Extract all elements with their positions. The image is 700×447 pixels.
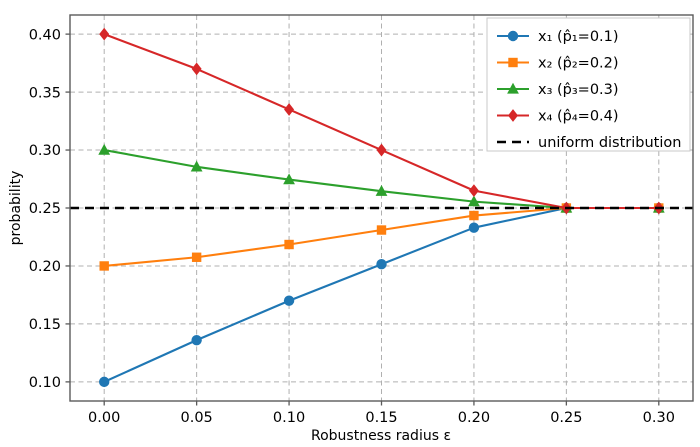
data-point-marker-triangle bbox=[283, 173, 295, 185]
data-point-marker-square bbox=[191, 252, 202, 262]
data-point-marker-diamond bbox=[191, 62, 202, 76]
x-tick-label: 0.05 bbox=[180, 410, 212, 426]
data-point-marker-triangle bbox=[375, 184, 388, 196]
data-point-marker-square bbox=[469, 210, 479, 221]
legend-label: x₄ (p̂₄=0.4) bbox=[538, 109, 619, 125]
tick-marks bbox=[65, 33, 660, 406]
y-tick-label: 0.30 bbox=[29, 143, 61, 159]
legend-entry-5: uniform distribution bbox=[497, 135, 681, 151]
legend-entry-3: x₃ (p̂₃=0.3) bbox=[497, 82, 619, 98]
data-point-marker-circle bbox=[507, 30, 519, 42]
legend-box bbox=[486, 17, 691, 152]
legend-label: x₃ (p̂₃=0.3) bbox=[538, 82, 619, 98]
y-tick-label: 0.25 bbox=[29, 201, 61, 217]
plot-frame bbox=[69, 14, 694, 402]
legend-entries: x₁ (p̂₁=0.1) x₂ (p̂₂=0.2) x₃ (p̂₃=0.3) x₄ (… bbox=[497, 29, 681, 151]
x-tick-label: 0.25 bbox=[550, 410, 582, 426]
y-tick-label: 0.35 bbox=[29, 85, 61, 101]
y-axis-tick-labels: 0.10 0.15 0.20 0.25 0.30 0.35 0.40 bbox=[29, 27, 61, 391]
y-tick-label: 0.10 bbox=[29, 375, 61, 391]
x-axis-label: Robustness radius ε bbox=[311, 428, 451, 444]
x-tick-label: 0.20 bbox=[458, 410, 490, 426]
legend-entry-2: x₂ (p̂₂=0.2) bbox=[497, 56, 619, 72]
data-point-marker-circle bbox=[99, 376, 110, 388]
x-tick-label: 0.30 bbox=[643, 410, 675, 426]
x-tick-label: 0.15 bbox=[365, 410, 397, 426]
data-point-marker-triangle bbox=[98, 143, 111, 155]
x-tick-label: 0.10 bbox=[273, 410, 305, 426]
legend-entry-1: x₁ (p̂₁=0.1) bbox=[497, 29, 619, 45]
data-point-marker-triangle bbox=[507, 82, 519, 94]
data-point-marker-square bbox=[284, 239, 294, 250]
data-point-marker-triangle bbox=[468, 195, 480, 207]
data-point-marker-diamond bbox=[508, 109, 518, 122]
data-point-marker-diamond bbox=[468, 184, 479, 198]
y-axis-label: probability bbox=[8, 171, 24, 246]
legend-entry-4: x₄ (p̂₄=0.4) bbox=[497, 109, 619, 125]
legend-label: x₂ (p̂₂=0.2) bbox=[538, 56, 619, 72]
data-point-marker-diamond bbox=[376, 143, 387, 157]
data-point-marker-square bbox=[508, 57, 518, 68]
legend-label: uniform distribution bbox=[538, 135, 681, 151]
y-tick-label: 0.15 bbox=[29, 317, 61, 333]
x-tick-label: 0.00 bbox=[88, 410, 120, 426]
data-point-marker-circle bbox=[468, 222, 480, 233]
x-axis-tick-labels: 0.00 0.05 0.10 0.15 0.20 0.25 0.30 bbox=[88, 410, 675, 426]
data-point-marker-diamond bbox=[284, 103, 295, 116]
chart-legend: x₁ (p̂₁=0.1) x₂ (p̂₂=0.2) x₃ (p̂₃=0.3) x₄ (… bbox=[486, 17, 691, 152]
data-point-marker-diamond bbox=[99, 27, 110, 41]
data-point-marker-circle bbox=[376, 259, 387, 270]
data-point-marker-square bbox=[376, 225, 387, 235]
data-point-marker-circle bbox=[191, 334, 202, 346]
y-tick-label: 0.40 bbox=[29, 27, 61, 43]
data-point-marker-square bbox=[99, 261, 109, 271]
y-tick-label: 0.20 bbox=[29, 259, 61, 275]
data-point-marker-triangle bbox=[190, 160, 203, 172]
legend-label: x₁ (p̂₁=0.1) bbox=[538, 29, 619, 45]
data-point-marker-circle bbox=[283, 295, 295, 306]
